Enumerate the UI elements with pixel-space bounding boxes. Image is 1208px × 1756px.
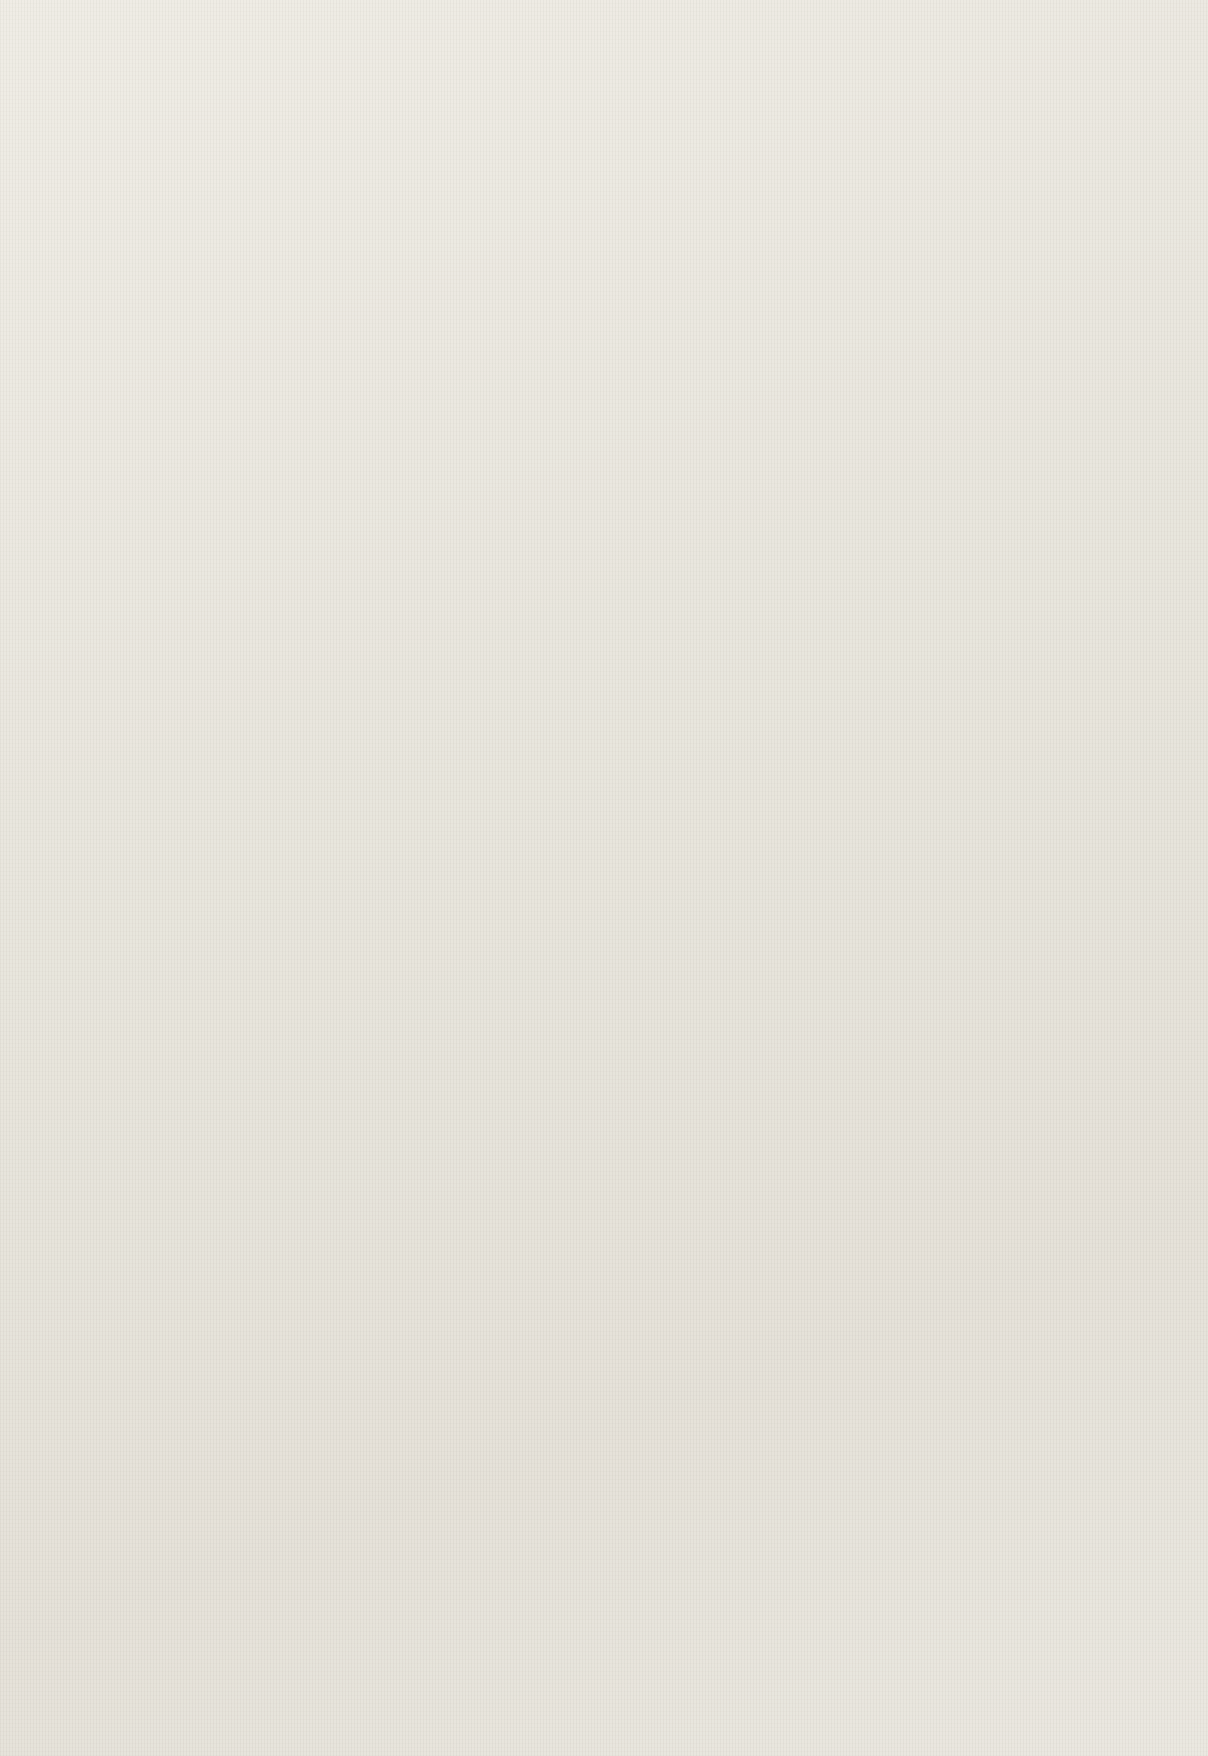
legend-line-4: enthalpy lines) — [170, 231, 305, 254]
rh-label-40: 40% — [884, 131, 934, 159]
rh-label-30: 30% — [885, 288, 935, 316]
sv-label-079: 0.79 — [197, 763, 246, 791]
wet-bulb-label-30: 30°C — [535, 168, 591, 196]
legend-box: Psychrometric chart (separate wet bulb t… — [106, 146, 370, 360]
question-d-text: Find the specific volume, wet-bulb tempe… — [126, 1531, 1143, 1590]
specific-volume-caption: Specific volume m3/kg — [718, 721, 944, 748]
wet-bulb-label-10: 10°C — [202, 617, 258, 645]
y-left-25: 25 — [64, 228, 92, 256]
y-axis-right-title: Specific humidity (ω) grams moisture / k… — [1000, 187, 1028, 789]
question-b-label: (b) — [82, 1379, 109, 1404]
question-a-label: (a) — [82, 924, 108, 949]
x-tick-15: 15 — [338, 811, 366, 839]
relative-humidity-caption: Relative humidity — [806, 589, 894, 639]
x-tick-30: 30 — [590, 811, 618, 839]
y-right-10: 10 — [948, 563, 976, 591]
enthalpy-label-30: 30 — [148, 578, 176, 606]
sv-label-085: 0.85 — [519, 756, 568, 784]
question-c: (c) Find the specific volume, percentage … — [82, 1450, 1192, 1517]
x-tick-50: 50 — [926, 811, 954, 839]
enthalpy-label-40: 40 — [192, 515, 220, 543]
enthalpy-caption-line1: Enthalpy — [190, 379, 280, 405]
sv-label-090: 0.90 — [792, 746, 841, 774]
sv-caption-end: /kg — [914, 722, 945, 748]
scan-shadow-band — [0, 1180, 1208, 1222]
photo-smudge-1 — [103, 56, 112, 65]
enthalpy-label-90: 90 — [425, 208, 453, 236]
y-left-0: 0 — [78, 787, 92, 815]
y-left-30: 30 — [64, 117, 92, 145]
legend-line-2: (separate wet bulb — [152, 185, 325, 208]
y-right-20: 20 — [948, 340, 976, 368]
sv-label-092: 0.92 — [880, 554, 929, 582]
x-tick-25: 25 — [506, 811, 534, 839]
wet-bulb-caption: Wet bulb temp — [382, 379, 472, 429]
wet-bulb-label-20: 20°C — [375, 449, 431, 477]
legend-title: Psychrometric chart — [112, 155, 324, 182]
question-d: (d) Find the specific volume, wet-bulb te… — [82, 1527, 1192, 1594]
y-left-10: 10 — [64, 563, 92, 591]
y-right-5: 5 — [948, 675, 962, 703]
photo-smudge-3 — [405, 1010, 412, 1016]
question-c-label: (c) — [82, 1454, 108, 1479]
rh-label-60: 60% — [752, 131, 802, 159]
question-a-text: Find the moisture content of air at 25ºC… — [126, 924, 990, 949]
y-left-15: 15 — [64, 452, 92, 480]
y-axis-left-labels: 0 5 10 15 20 25 30 — [64, 117, 92, 815]
enthalpy-caption: Enthalpy kJ/kg dry air — [176, 379, 300, 429]
rh-caption-line2: humidity — [808, 613, 894, 639]
x-tick-20: 20 — [422, 811, 450, 839]
enthalpy-label-110: 110 — [796, 182, 836, 210]
x-axis-labels: 0 5 10 15 20 25 30 35 40 45 50 — [93, 811, 954, 839]
enthalpy-label-80: 80 — [385, 267, 413, 295]
y-axis-right-labels: 0 5 10 15 20 25 30 — [948, 117, 976, 815]
rh-label-10: 10% — [862, 636, 912, 664]
chart-title: Simplified psychrometric chart at 1 atm … — [199, 88, 812, 116]
question-d-label: (d) — [82, 1531, 109, 1556]
wet-bulb-label-25: 25°C — [460, 291, 516, 319]
rh-caption-line1: Relative — [806, 589, 889, 615]
enthalpy-caption-line2: kJ/kg dry air — [176, 403, 300, 429]
x-tick-40: 40 — [758, 811, 786, 839]
y-right-15: 15 — [948, 452, 976, 480]
sv-label-083: 0.83 — [407, 758, 456, 786]
x-tick-0: 0 — [93, 811, 107, 839]
relative-humidity-labels: 80% 60% 40% 30% 20% 10% — [654, 131, 935, 664]
x-axis-title: Dry bulb temperature °C — [380, 849, 661, 879]
question-a: (a) Find the moisture content of air at 2… — [82, 920, 1082, 953]
rh-label-80: 80% — [654, 131, 704, 159]
question-header: (1) Consider this Psychrometric chart at… — [6, 6, 862, 33]
sv-label-081: 0.81 — [294, 760, 343, 788]
question-c-text: Find the specific volume, percentage sat… — [126, 1454, 1134, 1513]
y-left-20: 20 — [64, 340, 92, 368]
x-tick-35: 35 — [674, 811, 702, 839]
y-right-25: 25 — [948, 228, 976, 256]
wet-bulb-caption-line2: temp — [403, 403, 454, 429]
sv-caption-text: Specific volume m — [718, 722, 905, 748]
legend-credit: Izzi Urieli - March 2008 — [116, 276, 321, 298]
scan-shadow-band-soft — [0, 1222, 1208, 1232]
question-b: (b) Find the specific volume and wet-bulb… — [82, 1375, 1162, 1408]
x-tick-5: 5 — [177, 811, 191, 839]
x-tick-10: 10 — [254, 811, 282, 839]
question-b-text: Find the specific volume and wet-bulb te… — [126, 1379, 1115, 1404]
y-axis-right-ticks — [928, 129, 940, 801]
svg-text:Specific volume m3/kg: Specific volume m3/kg — [718, 721, 944, 748]
x-tick-45: 45 — [842, 811, 870, 839]
rh-label-20: 20% — [884, 464, 934, 492]
sv-caption-sup: 3 — [905, 721, 914, 738]
wet-bulb-label-5: 5°C — [132, 659, 174, 687]
wet-bulb-label-15: 15°C — [302, 536, 358, 564]
y-left-5: 5 — [78, 675, 92, 703]
y-right-30: 30 — [948, 117, 976, 145]
wet-bulb-caption-line1: Wet bulb — [382, 379, 472, 405]
enthalpy-label-50: 50 — [242, 452, 270, 480]
y-axis-left-ticks — [100, 129, 112, 801]
enthalpy-label-70: 70 — [333, 327, 361, 355]
psychrometric-chart: Simplified psychrometric chart at 1 atm … — [0, 88, 1120, 968]
legend-line-3: temperature and — [161, 208, 315, 231]
sv-label-087: 0.87 — [650, 755, 699, 783]
